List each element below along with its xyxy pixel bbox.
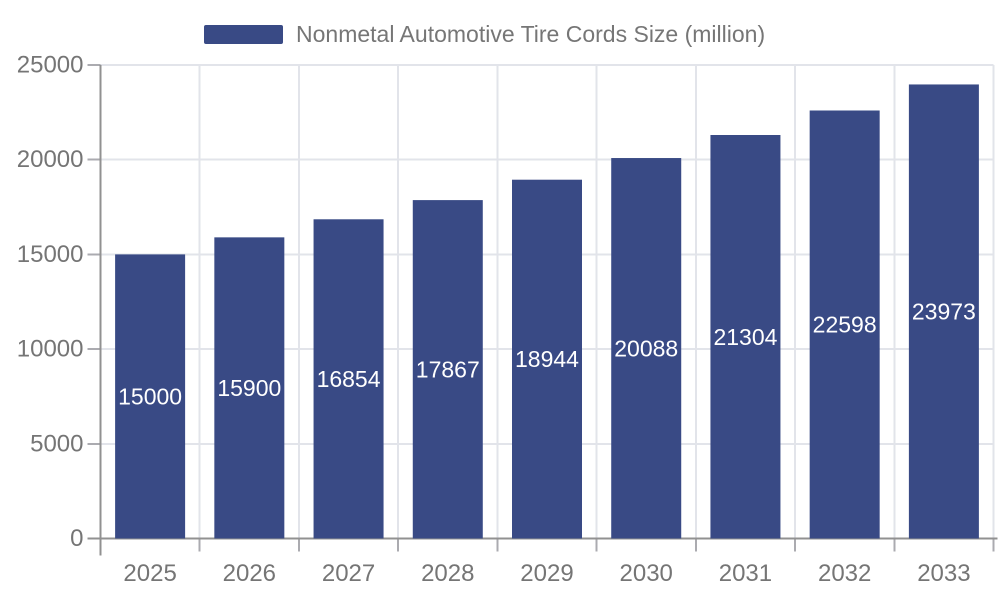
- x-axis-label-2026: 2026: [223, 560, 276, 587]
- bar-2026[interactable]: [214, 237, 285, 539]
- x-axis-label-2032: 2032: [818, 560, 871, 587]
- x-axis-label-2027: 2027: [322, 560, 375, 587]
- x-axis-label-2025: 2025: [123, 560, 176, 587]
- bar-2031[interactable]: [710, 135, 781, 539]
- bar-2032[interactable]: [809, 110, 880, 539]
- bar-value-label-2028: 17867: [416, 356, 480, 382]
- bar-2030[interactable]: [611, 158, 682, 539]
- legend-item[interactable]: Nonmetal Automotive Tire Cords Size (mil…: [204, 21, 765, 48]
- x-axis-label-2028: 2028: [421, 560, 474, 587]
- bar-value-label-2025: 15000: [118, 383, 182, 409]
- y-axis-label-25000: 25000: [17, 52, 84, 79]
- bar-2033[interactable]: [908, 84, 979, 539]
- bar-2025[interactable]: [115, 254, 186, 539]
- x-axis-label-2031: 2031: [719, 560, 772, 587]
- bar-value-label-2031: 21304: [713, 324, 777, 350]
- bar-value-label-2029: 18944: [515, 346, 579, 372]
- legend-swatch: [204, 25, 283, 44]
- y-axis-label-15000: 15000: [17, 241, 84, 268]
- bar-value-label-2027: 16854: [317, 366, 381, 392]
- bar-value-label-2026: 15900: [217, 375, 281, 401]
- bar-value-label-2033: 23973: [912, 298, 976, 324]
- x-axis-label-2029: 2029: [520, 560, 573, 587]
- bar-value-label-2032: 22598: [813, 311, 877, 337]
- y-axis-label-0: 0: [70, 525, 83, 552]
- y-axis-label-10000: 10000: [17, 336, 84, 363]
- bar-value-label-2030: 20088: [614, 335, 678, 361]
- x-axis-label-2030: 2030: [620, 560, 673, 587]
- y-axis-label-5000: 5000: [30, 430, 83, 457]
- legend-label: Nonmetal Automotive Tire Cords Size (mil…: [296, 21, 766, 47]
- bar-2027[interactable]: [313, 219, 384, 539]
- bar-2029[interactable]: [512, 179, 582, 539]
- x-axis-label-2033: 2033: [917, 560, 970, 587]
- bar-2028[interactable]: [412, 200, 483, 539]
- y-axis-label-20000: 20000: [17, 146, 84, 173]
